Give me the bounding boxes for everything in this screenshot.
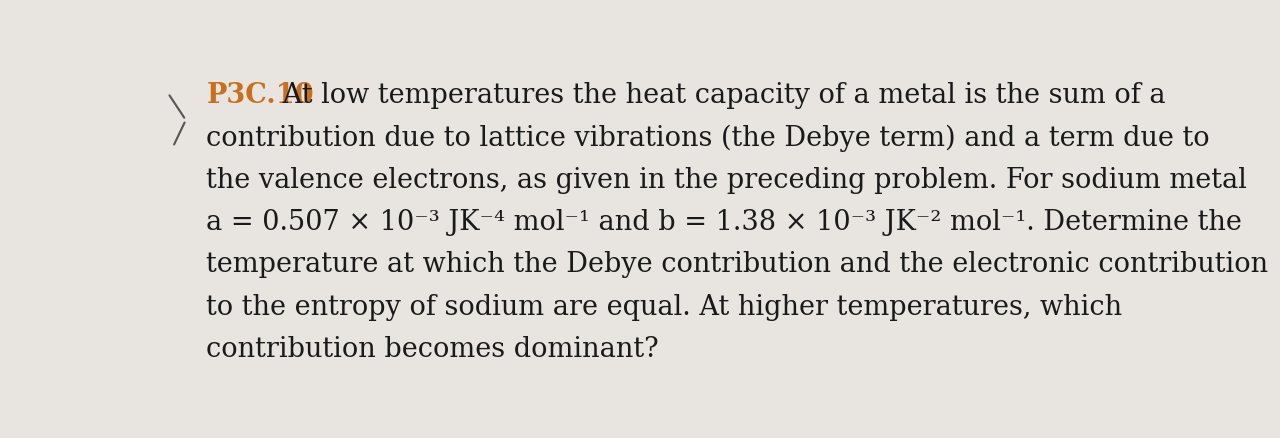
Text: the valence electrons, as given in the preceding problem. For sodium metal: the valence electrons, as given in the p… — [206, 166, 1248, 194]
Text: a = 0.507 × 10⁻³ JK⁻⁴ mol⁻¹ and b = 1.38 × 10⁻³ JK⁻² mol⁻¹. Determine the: a = 0.507 × 10⁻³ JK⁻⁴ mol⁻¹ and b = 1.38… — [206, 209, 1243, 236]
Text: to the entropy of sodium are equal. At higher temperatures, which: to the entropy of sodium are equal. At h… — [206, 293, 1123, 321]
Text: temperature at which the Debye contribution and the electronic contribution: temperature at which the Debye contribut… — [206, 251, 1268, 278]
Text: contribution due to lattice vibrations (the Debye term) and a term due to: contribution due to lattice vibrations (… — [206, 124, 1210, 152]
Text: contribution becomes dominant?: contribution becomes dominant? — [206, 336, 659, 363]
Text: P3C.10: P3C.10 — [206, 82, 314, 109]
Text: At low temperatures the heat capacity of a metal is the sum of a: At low temperatures the heat capacity of… — [274, 82, 1166, 109]
